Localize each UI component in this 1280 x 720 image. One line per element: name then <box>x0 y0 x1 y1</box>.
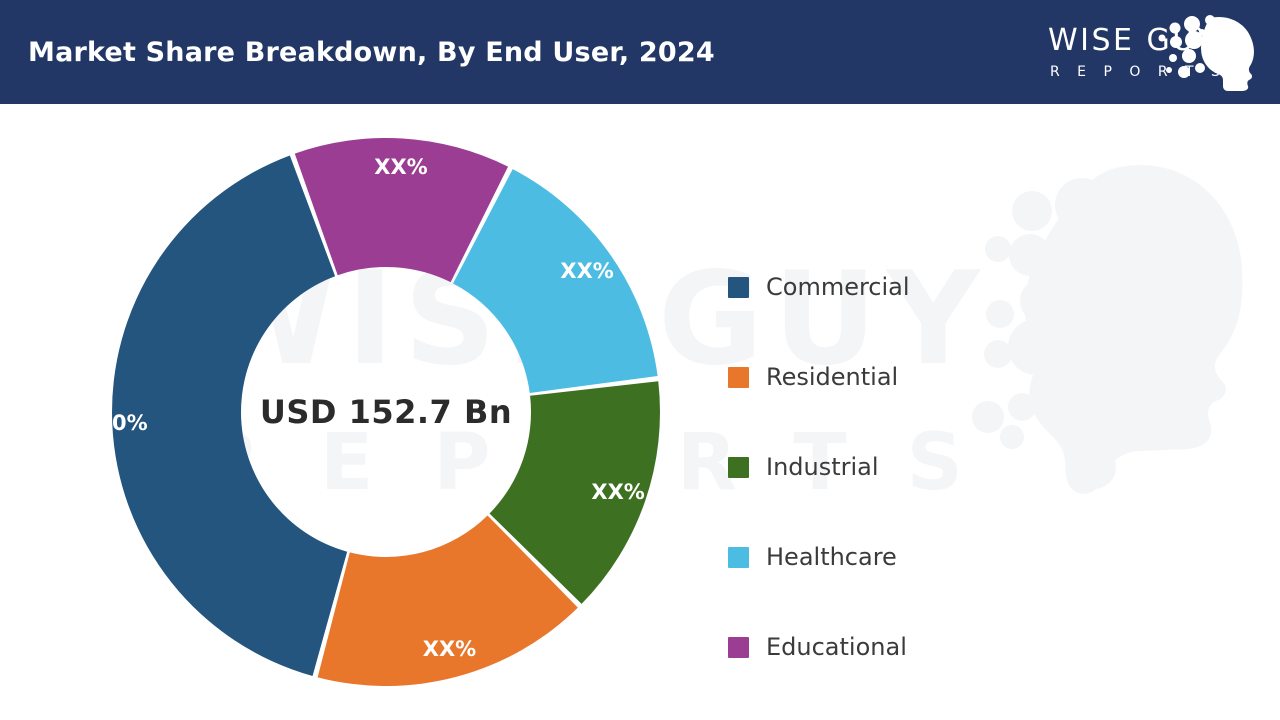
legend-item-label: Commercial <box>766 273 910 301</box>
slice-label-healthcare: XX% <box>560 259 613 283</box>
legend-item-label: Healthcare <box>766 543 897 571</box>
page-title: Market Share Breakdown, By End User, 202… <box>28 36 715 68</box>
legend-swatch-icon <box>728 276 749 298</box>
legend-swatch-icon <box>728 366 749 388</box>
legend-item-label: Industrial <box>766 453 879 481</box>
slice-label-educational: XX% <box>374 155 427 179</box>
donut-slice-commercial[interactable] <box>112 155 348 676</box>
donut-slice-residential[interactable] <box>317 515 578 686</box>
legend-item[interactable]: Educational <box>728 602 1058 692</box>
slice-label-industrial: XX% <box>591 480 644 504</box>
slice-label-residential: XX% <box>423 637 476 661</box>
donut-slices <box>112 138 661 686</box>
donut-chart-svg: XX% XX% XX% XX% <box>112 138 661 686</box>
legend-item[interactable]: Residential <box>728 332 1058 422</box>
head-profile-icon <box>1158 15 1254 91</box>
legend-swatch-icon <box>728 636 749 658</box>
page-header: Market Share Breakdown, By End User, 202… <box>0 0 1280 104</box>
slice-label-commercial: 40.0% <box>74 410 148 435</box>
donut-slice-industrial[interactable] <box>489 381 661 604</box>
logo-wordmark-line1: WISE GUY <box>1048 23 1218 58</box>
donut-chart: XX% XX% XX% XX% USD 152.7 Bn 40.0% <box>75 122 676 702</box>
donut-slice-labels: XX% XX% XX% XX% <box>374 155 645 661</box>
legend-item-label: Educational <box>766 633 907 661</box>
donut-slice-educational[interactable] <box>294 138 509 283</box>
legend-item[interactable]: Industrial <box>728 422 1058 512</box>
chart-legend: Commercial Residential Industrial Healthcar… <box>728 242 1058 692</box>
donut-slice-healthcare[interactable] <box>453 169 658 393</box>
legend-item[interactable]: Healthcare <box>728 512 1058 602</box>
legend-swatch-icon <box>728 456 749 478</box>
wiseguy-reports-logo: WISE GUY R E P O R T S <box>1042 8 1272 96</box>
legend-item[interactable]: Commercial <box>728 242 1058 332</box>
legend-item-label: Residential <box>766 363 899 391</box>
legend-swatch-icon <box>728 546 749 568</box>
logo-svg: WISE GUY R E P O R T S <box>1048 15 1254 91</box>
logo-wordmark-line2: R E P O R T S <box>1050 64 1226 80</box>
